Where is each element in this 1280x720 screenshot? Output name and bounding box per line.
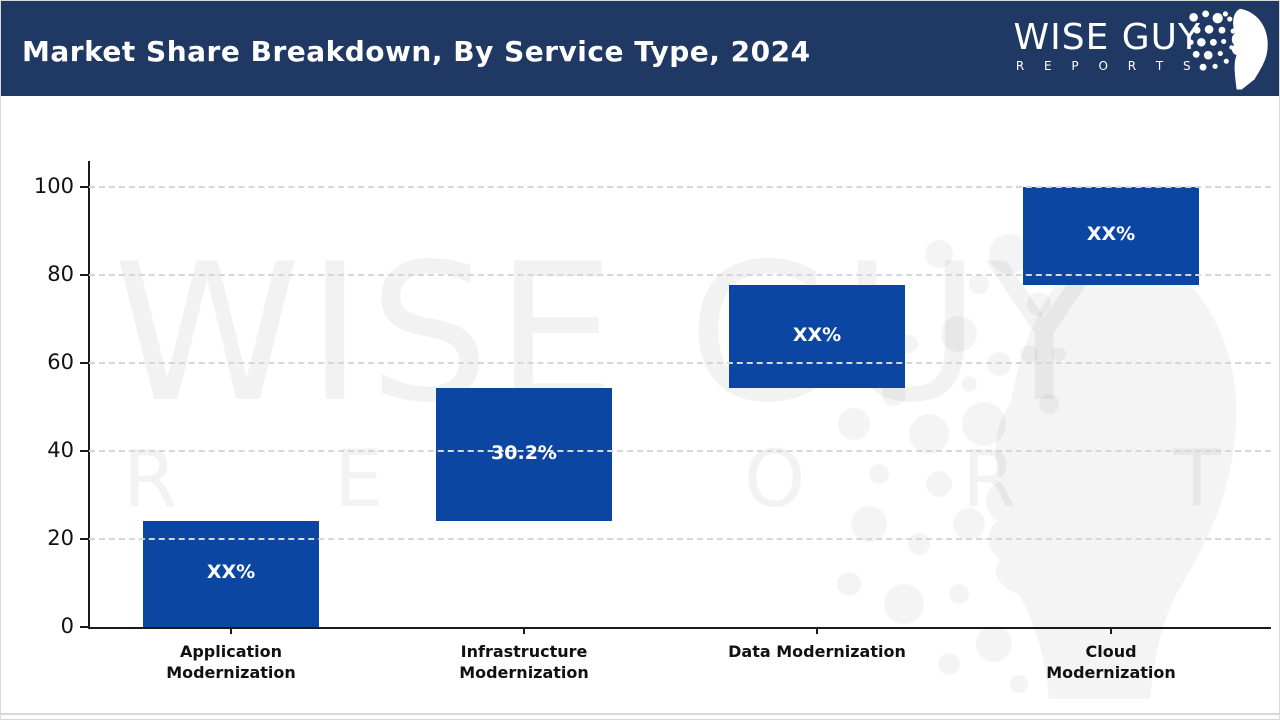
x-axis-category-label: Application Modernization [166, 642, 296, 682]
bar-segment [436, 388, 612, 521]
bar-value-label: XX% [792, 323, 842, 346]
x-axis-tick [523, 627, 525, 634]
bar-segment [729, 285, 905, 389]
y-axis-tick-label: 0 [60, 614, 74, 638]
dotted-face-profile-icon [1188, 8, 1268, 90]
header-bar: Market Share Breakdown, By Service Type,… [1, 1, 1279, 96]
bar-value-label: 30.2% [491, 441, 557, 464]
x-axis-category-label: Cloud Modernization [1046, 642, 1176, 682]
y-axis-line [88, 161, 90, 629]
watermark-subtext: R E P O R T S [123, 435, 1280, 525]
x-axis-tick [230, 627, 232, 634]
x-axis-tick [1110, 627, 1112, 634]
gridline [89, 186, 1271, 188]
footer-divider [1, 713, 1279, 715]
gridline [89, 450, 1271, 452]
brand-logo: WISE GUY R E P O R T S [1014, 5, 1271, 93]
brand-logo-text: WISE GUY R E P O R T S [1014, 19, 1202, 73]
watermark-face-icon [837, 234, 1237, 699]
y-axis-tick [80, 274, 88, 276]
brand-name: WISE GUY [1013, 17, 1201, 58]
bar-value-label: XX% [206, 560, 256, 583]
y-axis-tick-label: 80 [47, 262, 74, 286]
page-title: Market Share Breakdown, By Service Type,… [22, 35, 811, 68]
x-axis-category-label: Data Modernization [728, 642, 906, 661]
y-axis-tick-label: 60 [47, 350, 74, 374]
x-axis-category-label: Infrastructure Modernization [459, 642, 589, 682]
y-axis-tick [80, 450, 88, 452]
x-axis-tick [816, 627, 818, 634]
y-axis-tick [80, 538, 88, 540]
bar-segment [1023, 187, 1199, 286]
brand-subtitle: R E P O R T S [1015, 58, 1199, 73]
gridline [89, 362, 1271, 364]
waterfall-chart: WISE GUY R E P O R T S XX%Application Mo… [1, 96, 1280, 714]
y-axis-tick-label: 20 [47, 526, 74, 550]
gridline [89, 274, 1271, 276]
y-axis-tick [80, 362, 88, 364]
y-axis-tick [80, 626, 88, 628]
x-axis-line [89, 627, 1271, 629]
y-axis-tick-label: 100 [33, 174, 74, 198]
bar-value-label: XX% [1086, 223, 1136, 246]
y-axis-tick [80, 186, 88, 188]
y-axis-tick-label: 40 [47, 438, 74, 462]
gridline [89, 538, 1271, 540]
